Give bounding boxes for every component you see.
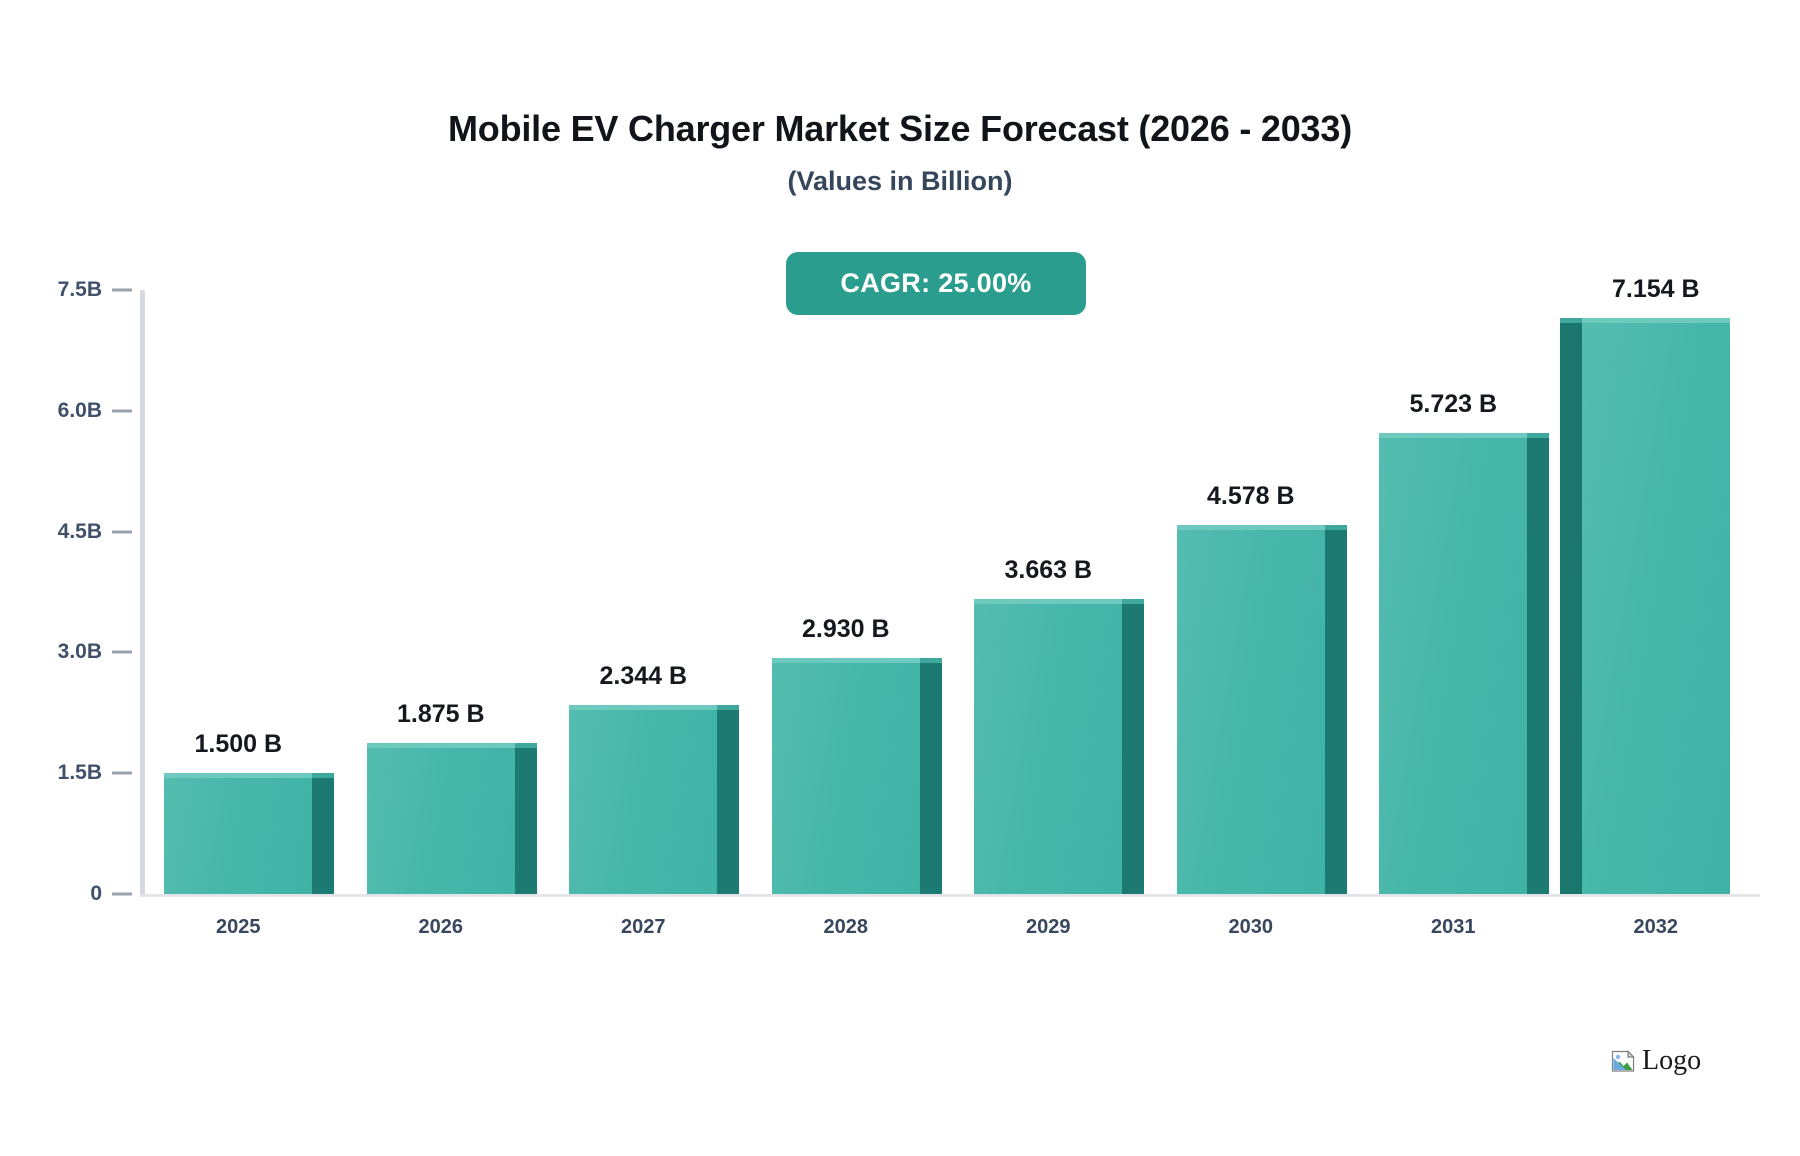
bar-value-label: 1.500 B (194, 730, 283, 759)
x-axis-category-label: 2028 (823, 916, 869, 938)
chart-title: Mobile EV Charger Market Size Forecast (… (448, 108, 1352, 149)
bar-front-face (771, 658, 920, 894)
bar-top-face (164, 773, 313, 779)
bar[interactable]: 1.875 B (366, 700, 537, 894)
bar-top-face (974, 599, 1123, 605)
x-axis-category-label: 2032 (1633, 916, 1679, 938)
bar-front-face (974, 599, 1123, 894)
y-axis-tick-mark (112, 892, 132, 896)
y-axis-tick-label: 7.5B (57, 278, 102, 301)
x-axis-category-label: 2031 (1431, 916, 1476, 938)
bar-side-face (514, 743, 537, 894)
bar-side-face (1527, 433, 1550, 894)
bar-value-label: 4.578 B (1206, 482, 1295, 511)
x-axis-category-label: 2029 (1026, 916, 1071, 938)
y-axis-tick-label: 0 (90, 882, 102, 905)
bar-side-face (1122, 599, 1145, 894)
bar-side-face (1559, 317, 1582, 894)
bar-value-label: 5.723 B (1409, 390, 1498, 419)
bar-front-face (366, 743, 515, 894)
logo: Logo (1610, 1046, 1701, 1076)
y-axis-tick-label: 6.0B (57, 398, 102, 422)
bar-front-face (164, 773, 313, 894)
x-axis-baseline (140, 894, 1760, 897)
bar-side-face (717, 705, 740, 894)
bar-top-bevel (312, 773, 335, 779)
y-axis: 0 1.5B 3.0B 4.5B 6.0B 7.5B (0, 278, 140, 905)
bar-front-face (1379, 433, 1528, 894)
y-axis-tick-mark (112, 771, 132, 775)
bar-side-face (919, 658, 942, 894)
bar-top-bevel (1559, 317, 1582, 323)
bar-top-face (366, 743, 515, 748)
logo-alt-text: Logo (1642, 1045, 1702, 1076)
bar-value-label: 1.875 B (396, 700, 485, 728)
x-axis-category-label: 2030 (1228, 916, 1274, 938)
y-axis-tick-label: 3.0B (57, 640, 102, 664)
bar[interactable]: 7.154 B (1559, 275, 1730, 894)
x-axis-category-label: 2025 (216, 916, 261, 938)
bar-top-bevel (514, 743, 537, 748)
chart-subtitle: (Values in Billion) (787, 166, 1013, 196)
bar[interactable]: 2.344 B (569, 662, 740, 894)
bar[interactable]: 2.930 B (771, 615, 942, 894)
bar[interactable]: 4.578 B (1176, 482, 1347, 894)
bar-top-face (771, 658, 920, 664)
x-axis-category-label: 2027 (621, 916, 666, 938)
y-axis-tick-mark (112, 288, 132, 292)
y-axis-spine (140, 290, 145, 896)
bar[interactable]: 3.663 B (974, 556, 1145, 894)
bar-top-face (1581, 317, 1730, 323)
bar-top-bevel (1122, 599, 1145, 605)
y-axis-tick-mark (112, 650, 132, 654)
plot-area: 1.500 B 2025 1.875 B 2026 2.344 B 2027 2.930 B… (140, 275, 1760, 938)
y-axis-tick-label: 4.5B (57, 519, 102, 543)
bar-top-face (1379, 433, 1528, 439)
bar-front-face (569, 705, 718, 894)
bar-top-bevel (717, 705, 740, 711)
bar[interactable]: 1.500 B (164, 730, 335, 894)
bar-front-face (1176, 525, 1325, 894)
broken-image-icon (1610, 1046, 1640, 1076)
y-axis-tick-label: 1.5B (57, 761, 102, 785)
bar-value-label: 2.344 B (599, 662, 688, 691)
bar-value-label: 2.930 B (801, 615, 890, 644)
bar-value-label: 3.663 B (1004, 556, 1093, 585)
bar-side-face (312, 773, 335, 894)
cagr-badge: CAGR: 25.00% (786, 252, 1086, 315)
x-axis-category-label: 2026 (418, 916, 464, 938)
bar-top-face (1176, 525, 1325, 531)
bar-top-bevel (1324, 525, 1347, 531)
bar[interactable]: 5.723 B (1379, 390, 1550, 894)
bar-top-face (569, 705, 718, 711)
bar-value-label: 7.154 B (1611, 274, 1700, 303)
bar-side-face (1324, 525, 1347, 894)
bar-front-face (1581, 317, 1730, 894)
bar-top-bevel (1527, 433, 1550, 439)
y-axis-tick-mark (112, 530, 132, 534)
bar-top-bevel (919, 658, 942, 664)
y-axis-tick-mark (112, 409, 132, 413)
